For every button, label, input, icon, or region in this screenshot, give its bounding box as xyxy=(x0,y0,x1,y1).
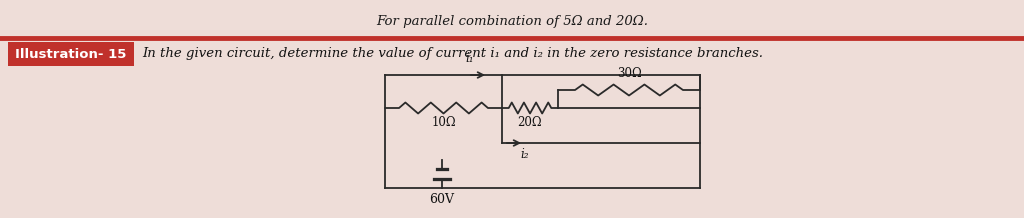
Text: For parallel combination of 5Ω and 20Ω.: For parallel combination of 5Ω and 20Ω. xyxy=(376,15,648,29)
Text: 60V: 60V xyxy=(429,193,455,206)
Text: 10Ω: 10Ω xyxy=(431,116,456,129)
Text: Illustration- 15: Illustration- 15 xyxy=(15,48,127,61)
Text: i₁: i₁ xyxy=(466,52,474,65)
Text: i₂: i₂ xyxy=(520,148,528,161)
Text: 30Ω: 30Ω xyxy=(616,67,641,80)
Text: In the given circuit, determine the value of current i₁ and i₂ in the zero resis: In the given circuit, determine the valu… xyxy=(142,48,763,61)
Text: 20Ω: 20Ω xyxy=(518,116,543,129)
Bar xyxy=(8,42,134,66)
